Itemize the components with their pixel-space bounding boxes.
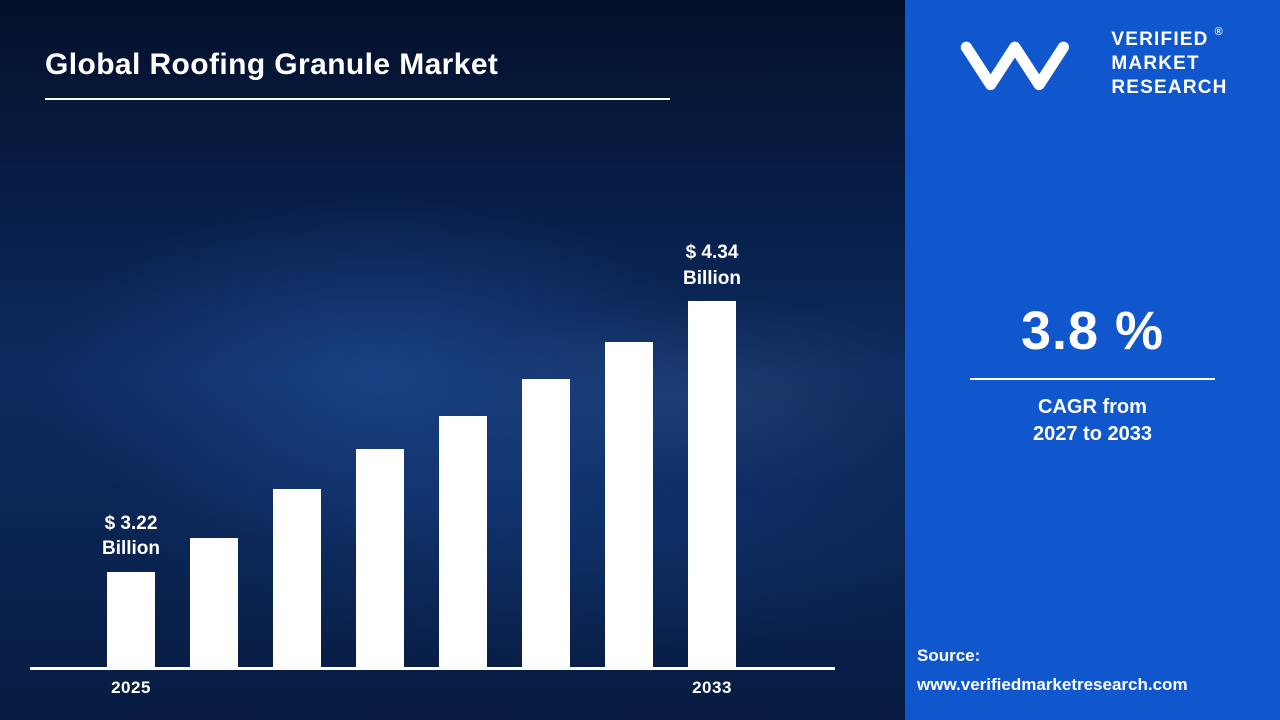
bar-group: $ 4.34 Billion 2033: [683, 240, 741, 697]
cagr-caption-line-1: CAGR from: [1038, 396, 1147, 418]
cagr-caption: CAGR from 2027 to 2033: [905, 394, 1280, 448]
page-title: Global Roofing Granule Market: [45, 48, 670, 100]
chart-panel: Global Roofing Granule Market $ 3.22 Bill…: [0, 0, 905, 720]
bar: [688, 301, 736, 667]
bar-group: [605, 240, 653, 667]
bar-value-label: $ 3.22 Billion: [101, 512, 161, 560]
cagr-divider: [970, 378, 1215, 380]
brand-header: VERIFIED ® MARKET RESEARCH: [905, 26, 1280, 99]
x-axis-label: 2025: [111, 678, 151, 697]
info-panel: VERIFIED ® MARKET RESEARCH 3.8 % CAGR fro…: [905, 0, 1280, 720]
source-label: Source:: [917, 646, 981, 666]
source-block: Source: www.verifiedmarketresearch.com: [917, 642, 1188, 700]
bar-group: [522, 240, 570, 667]
bar: [190, 538, 238, 667]
bars-row: $ 3.22 Billion 2025 $ 4.34 Billion 2033: [30, 240, 835, 697]
bar-value-label: $ 4.34 Billion: [682, 242, 742, 289]
bar-group: $ 3.22 Billion 2025: [102, 240, 160, 697]
bar-group: [356, 240, 404, 667]
vmr-logo-icon: [957, 33, 1097, 95]
bar: [522, 379, 570, 667]
bar-chart: $ 3.22 Billion 2025 $ 4.34 Billion 2033: [30, 240, 835, 697]
bar: [107, 572, 155, 667]
bar-group: [439, 240, 487, 667]
brand-line-1: VERIFIED ®: [1111, 26, 1224, 50]
bar: [439, 416, 487, 667]
bar: [273, 489, 321, 667]
x-axis-label: 2033: [692, 678, 732, 697]
bar-group: [273, 240, 321, 667]
cagr-value: 3.8 %: [1020, 301, 1165, 361]
cagr-caption-line-2: 2027 to 2033: [1033, 423, 1152, 445]
registered-mark: ®: [1214, 26, 1224, 38]
brand-name: VERIFIED ® MARKET RESEARCH: [1111, 26, 1228, 99]
bar: [605, 342, 653, 667]
bar-group: [190, 240, 238, 667]
brand-line-2: MARKET: [1111, 52, 1200, 74]
source-url-link[interactable]: www.verifiedmarketresearch.com: [917, 675, 1188, 695]
cagr-block: 3.8 % CAGR from 2027 to 2033: [905, 300, 1280, 448]
bar: [356, 449, 404, 667]
brand-line-3: RESEARCH: [1111, 76, 1228, 98]
